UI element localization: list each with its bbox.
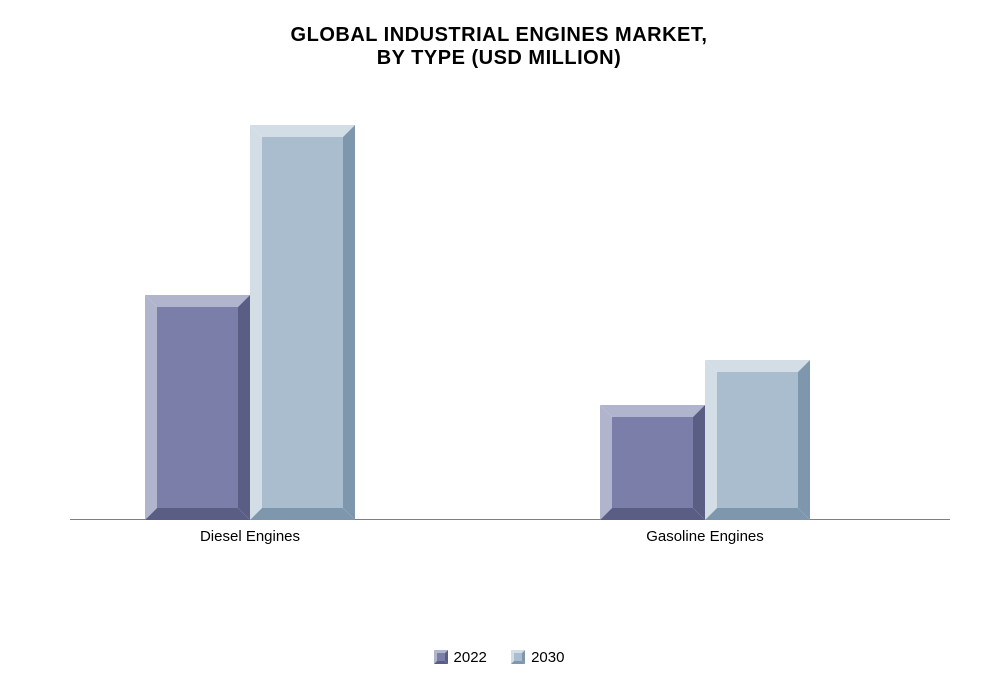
bar bbox=[600, 405, 705, 520]
legend-item-2022: 2022 bbox=[434, 649, 487, 666]
title-line-1: GLOBAL INDUSTRIAL ENGINES MARKET, bbox=[0, 24, 998, 47]
bar bbox=[705, 360, 810, 520]
legend: 2022 2030 bbox=[0, 649, 998, 669]
legend-swatch-2030 bbox=[511, 650, 525, 664]
x-axis-label: Gasoline Engines bbox=[600, 528, 810, 545]
legend-item-2030: 2030 bbox=[511, 649, 564, 666]
bar bbox=[145, 295, 250, 520]
chart-title: GLOBAL INDUSTRIAL ENGINES MARKET, BY TYP… bbox=[0, 0, 998, 70]
legend-swatch-2022 bbox=[434, 650, 448, 664]
bar bbox=[250, 125, 355, 520]
legend-label-2022: 2022 bbox=[454, 649, 487, 666]
plot-area: Diesel Engines Gasoline Engines bbox=[70, 120, 950, 560]
legend-label-2030: 2030 bbox=[531, 649, 564, 666]
x-axis-label: Diesel Engines bbox=[145, 528, 355, 545]
title-line-2: BY TYPE (USD MILLION) bbox=[0, 47, 998, 70]
chart-container: GLOBAL INDUSTRIAL ENGINES MARKET, BY TYP… bbox=[0, 0, 998, 692]
